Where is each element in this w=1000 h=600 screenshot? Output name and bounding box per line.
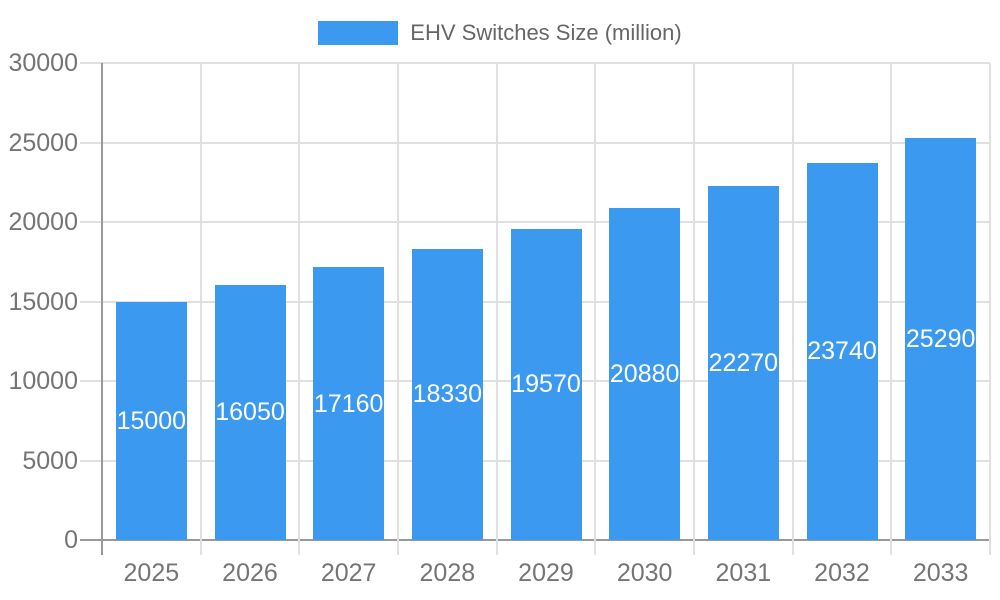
x-axis-tick-label: 2032 (814, 559, 870, 587)
y-axis-tick-label: 25000 (8, 128, 78, 157)
x-axis-tick-label: 2025 (123, 559, 180, 587)
bar (609, 208, 681, 540)
y-axis-tick-label: 0 (64, 526, 78, 554)
bar (313, 267, 385, 540)
v-gridline (199, 63, 202, 555)
legend-label: EHV Switches Size (million) (410, 20, 682, 45)
x-axis-tick-label: 2027 (320, 559, 377, 587)
y-axis-tick-label: 15000 (8, 287, 78, 316)
bar-value-label: 22270 (708, 348, 779, 377)
v-gridline (791, 63, 794, 555)
bar (806, 162, 878, 540)
y-axis-tick-label: 20000 (8, 208, 78, 236)
bar-value-label: 23740 (807, 337, 877, 366)
y-axis-tick-label: 5000 (22, 446, 78, 475)
v-gridline (594, 63, 597, 555)
bar (905, 137, 977, 540)
x-axis-tick-label: 2031 (715, 559, 772, 587)
legend: EHV Switches Size (million) (0, 20, 1000, 46)
bar-value-label: 16050 (215, 398, 285, 427)
bar-value-label: 20880 (609, 360, 680, 388)
v-gridline (890, 63, 893, 555)
h-gridline (80, 62, 990, 64)
bar (214, 284, 286, 540)
v-gridline (693, 63, 695, 555)
bar (510, 228, 582, 540)
y-axis-tick-label: 30000 (8, 49, 78, 77)
bar (707, 185, 779, 540)
bar-value-label: 15000 (116, 406, 187, 435)
x-axis-tick-label: 2033 (912, 559, 969, 587)
bar (411, 248, 483, 540)
h-gridline (80, 141, 990, 144)
v-gridline (989, 63, 991, 555)
bar-value-label: 25290 (905, 324, 976, 353)
legend-swatch (318, 21, 399, 45)
x-axis-tick-label: 2029 (518, 559, 574, 587)
y-axis-line (101, 63, 103, 555)
v-gridline (495, 63, 498, 555)
x-axis-line (80, 539, 990, 541)
v-gridline (397, 63, 399, 555)
bar-value-label: 19570 (511, 370, 581, 399)
x-axis-tick-label: 2028 (419, 559, 476, 587)
v-gridline (298, 63, 301, 555)
bar-value-label: 17160 (313, 389, 384, 418)
y-axis-tick-label: 10000 (8, 367, 78, 395)
bar-value-label: 18330 (412, 380, 483, 409)
h-gridline (80, 221, 990, 223)
x-axis-tick-label: 2026 (222, 559, 278, 587)
bar (115, 301, 187, 540)
x-axis-tick-label: 2030 (616, 559, 673, 587)
